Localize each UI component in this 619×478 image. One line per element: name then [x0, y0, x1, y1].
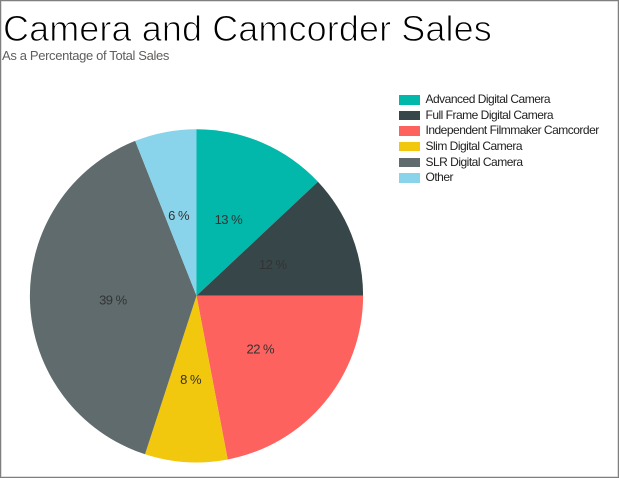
svg-text:6 %: 6 %: [168, 208, 190, 223]
svg-text:13 %: 13 %: [215, 212, 244, 227]
svg-text:12 %: 12 %: [259, 257, 288, 272]
svg-text:8 %: 8 %: [180, 372, 202, 387]
svg-text:39 %: 39 %: [99, 293, 128, 308]
svg-text:22 %: 22 %: [246, 342, 275, 357]
